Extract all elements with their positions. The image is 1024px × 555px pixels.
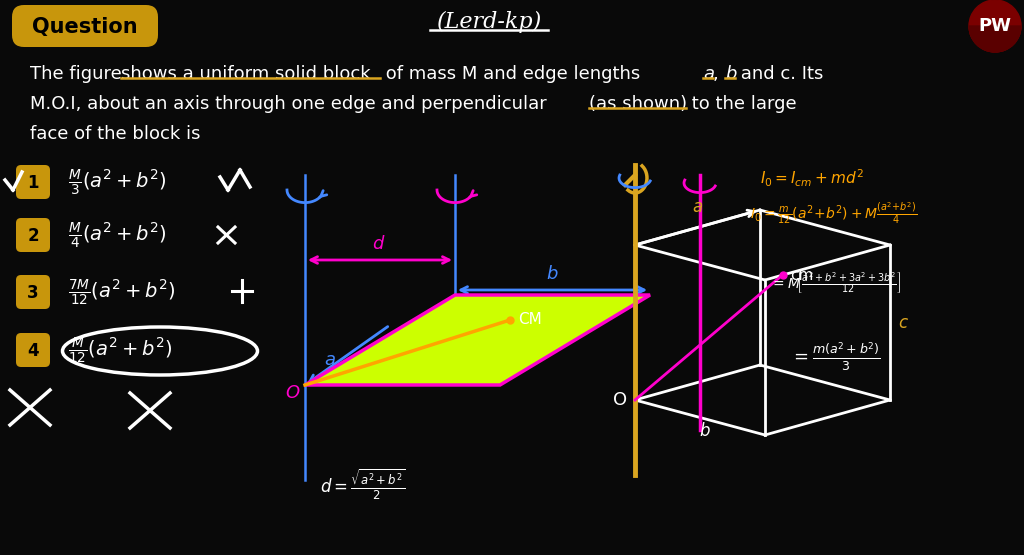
- Text: b: b: [725, 65, 736, 83]
- Text: O: O: [613, 391, 627, 409]
- Text: Question: Question: [32, 17, 138, 37]
- Text: M.O.I, about an axis through one edge and perpendicular: M.O.I, about an axis through one edge an…: [30, 95, 553, 113]
- Text: shows a uniform solid block: shows a uniform solid block: [121, 65, 371, 83]
- Text: $= \frac{m(a^2+b^2)}{3}$: $= \frac{m(a^2+b^2)}{3}$: [790, 340, 881, 372]
- Text: $\frac{7M}{12}(a^2 + b^2)$: $\frac{7M}{12}(a^2 + b^2)$: [68, 278, 175, 308]
- Text: (as shown): (as shown): [589, 95, 687, 113]
- Text: (Lerd-kp): (Lerd-kp): [437, 11, 543, 33]
- Text: $\frac{M}{12}(a^2 + b^2)$: $\frac{M}{12}(a^2 + b^2)$: [68, 336, 172, 366]
- Text: 3: 3: [28, 284, 39, 302]
- Text: ,: ,: [713, 65, 725, 83]
- Text: O: O: [285, 384, 299, 402]
- Text: $= M\!\left[\frac{a^2+b^2+3a^2+3b^2}{12}\right]$: $= M\!\left[\frac{a^2+b^2+3a^2+3b^2}{12}…: [770, 270, 901, 295]
- Text: b: b: [547, 265, 558, 283]
- Text: face of the block is: face of the block is: [30, 125, 201, 143]
- Text: b: b: [699, 422, 711, 441]
- Text: PW: PW: [979, 17, 1012, 35]
- Text: $I_0 = I_{cm} + md^2$: $I_0 = I_{cm} + md^2$: [760, 168, 864, 189]
- Text: $\frac{M}{3}(a^2 + b^2)$: $\frac{M}{3}(a^2 + b^2)$: [68, 168, 167, 198]
- Text: a: a: [703, 65, 714, 83]
- Text: a: a: [325, 351, 336, 369]
- Text: 4: 4: [28, 342, 39, 360]
- Text: 1: 1: [28, 174, 39, 192]
- Text: d: d: [373, 235, 384, 253]
- FancyBboxPatch shape: [16, 333, 50, 367]
- FancyBboxPatch shape: [16, 218, 50, 252]
- Text: CM: CM: [518, 312, 542, 327]
- Text: 2: 2: [28, 227, 39, 245]
- FancyBboxPatch shape: [16, 275, 50, 309]
- Text: $I_0 = \frac{m}{12}(a^2\!+\!b^2) + M\frac{(a^2\!+\!b^2)}{4}$: $I_0 = \frac{m}{12}(a^2\!+\!b^2) + M\fra…: [750, 200, 918, 226]
- Text: and c. Its: and c. Its: [735, 65, 823, 83]
- FancyBboxPatch shape: [16, 165, 50, 199]
- Wedge shape: [969, 26, 1021, 52]
- Polygon shape: [305, 295, 650, 385]
- Text: cm: cm: [791, 268, 814, 282]
- Text: to the large: to the large: [686, 95, 797, 113]
- Wedge shape: [969, 0, 1021, 52]
- Text: a: a: [692, 198, 702, 215]
- Text: $\frac{M}{4}(a^2 + b^2)$: $\frac{M}{4}(a^2 + b^2)$: [68, 221, 167, 251]
- Text: The figure: The figure: [30, 65, 128, 83]
- Text: $d = \frac{\sqrt{a^2+b^2}}{2}$: $d = \frac{\sqrt{a^2+b^2}}{2}$: [319, 468, 406, 502]
- Text: c: c: [898, 314, 907, 331]
- FancyBboxPatch shape: [12, 5, 158, 47]
- Text: of mass M and edge lengths: of mass M and edge lengths: [380, 65, 646, 83]
